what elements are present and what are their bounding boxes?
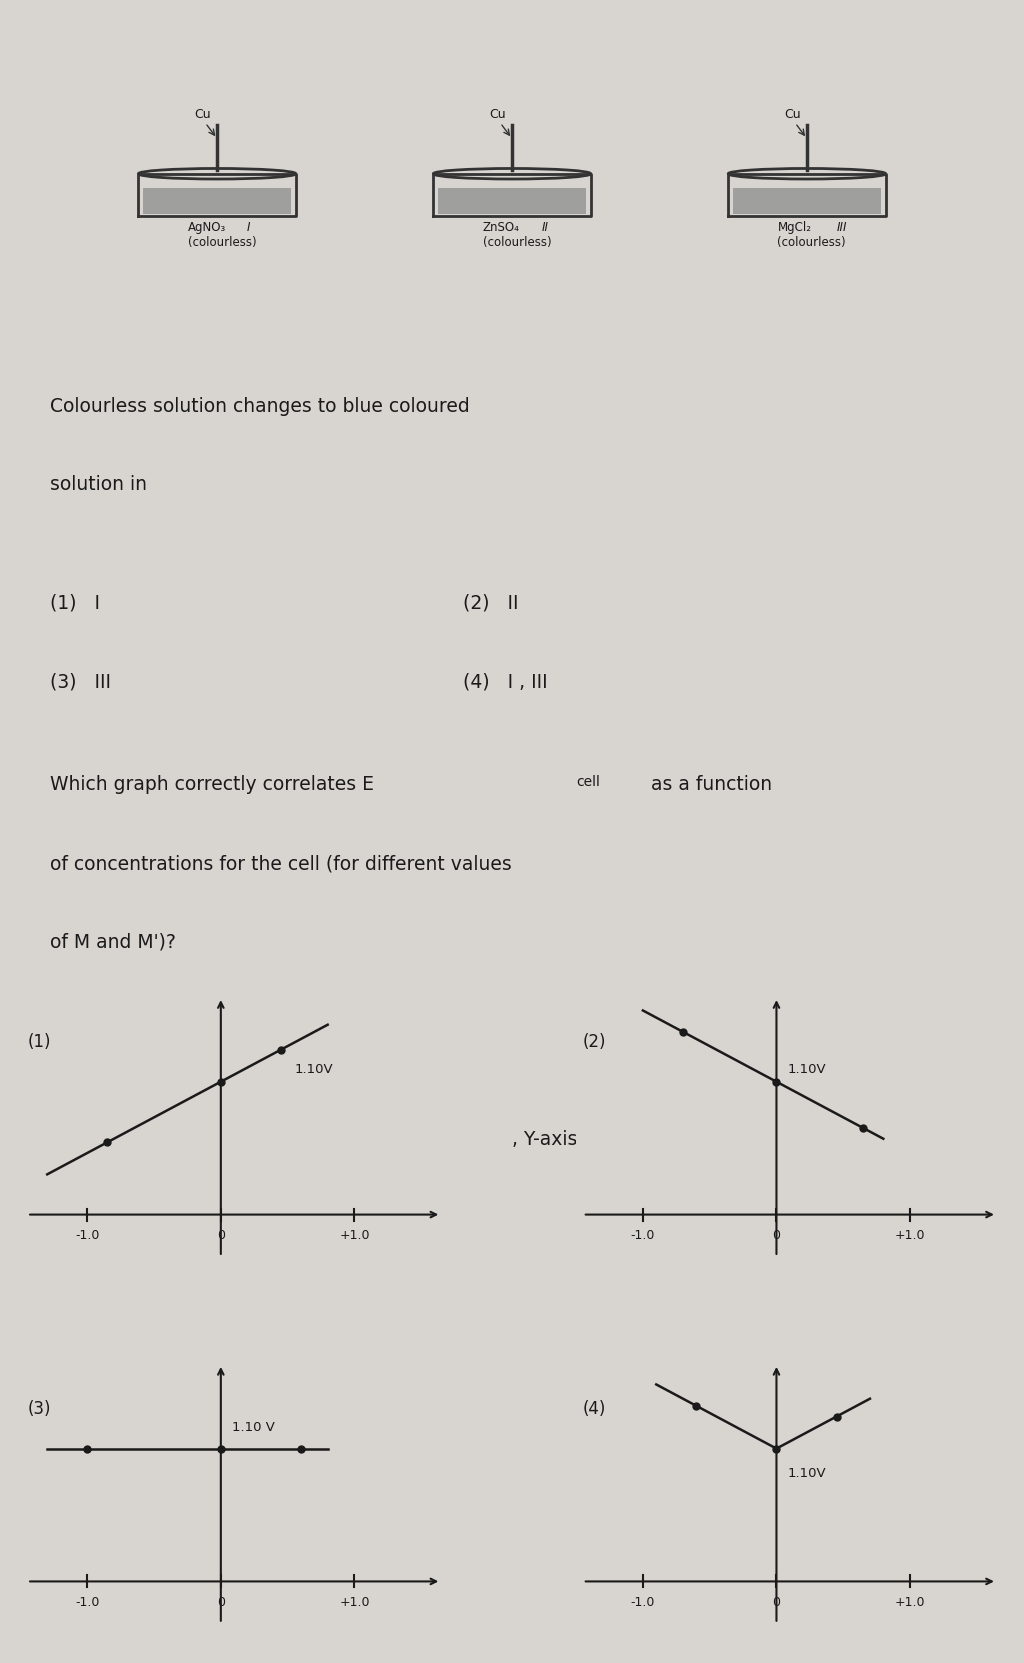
Text: 0: 0 — [217, 1229, 225, 1242]
Text: 1.10V: 1.10V — [294, 1063, 333, 1076]
Text: (1): (1) — [28, 1033, 50, 1051]
Text: -1.0: -1.0 — [631, 1596, 655, 1608]
Text: 1.10V: 1.10V — [787, 1467, 825, 1480]
Text: Cu: Cu — [488, 108, 506, 121]
Text: X-axis : log: X-axis : log — [50, 1131, 153, 1149]
Text: ZnSO₄
(colourless): ZnSO₄ (colourless) — [482, 221, 551, 249]
Text: -1.0: -1.0 — [75, 1229, 99, 1242]
Text: of concentrations for the cell (for different values: of concentrations for the cell (for diff… — [50, 855, 512, 873]
Text: Cu: Cu — [783, 108, 801, 121]
Text: (2): (2) — [583, 1033, 606, 1051]
Text: Cu: Cu — [194, 108, 211, 121]
Text: (2)   II: (2) II — [463, 594, 518, 612]
Text: 0: 0 — [217, 1596, 225, 1608]
Polygon shape — [438, 188, 586, 215]
Text: +1.0: +1.0 — [339, 1229, 370, 1242]
Text: 0: 0 — [772, 1596, 780, 1608]
Text: Which graph correctly correlates E: Which graph correctly correlates E — [50, 775, 374, 795]
Text: (1)   I: (1) I — [50, 594, 100, 612]
Text: 1.10V: 1.10V — [787, 1063, 825, 1076]
Text: 1.10 V: 1.10 V — [231, 1422, 274, 1434]
Text: [Cu²⁺]: [Cu²⁺] — [335, 1161, 398, 1179]
Text: III: III — [837, 221, 847, 234]
Text: +1.0: +1.0 — [339, 1596, 370, 1608]
Text: +1.0: +1.0 — [895, 1229, 926, 1242]
Text: II: II — [542, 221, 549, 234]
Text: , Y-axis : E: , Y-axis : E — [512, 1131, 607, 1149]
Text: cell: cell — [738, 1131, 762, 1144]
Text: MgCl₂
(colourless): MgCl₂ (colourless) — [777, 221, 846, 249]
Text: Zn(s) + Cu²⁺(M) → Zn²⁺(M')_Cu(s);  E°: Zn(s) + Cu²⁺(M) → Zn²⁺(M')_Cu(s); E° — [50, 1028, 404, 1048]
Text: -1.0: -1.0 — [75, 1596, 99, 1608]
Text: 10: 10 — [296, 1134, 311, 1147]
Polygon shape — [733, 188, 881, 215]
Text: cell: cell — [575, 775, 600, 790]
Text: (3): (3) — [28, 1400, 50, 1419]
Text: (4)   I , III: (4) I , III — [463, 672, 548, 692]
Text: AgNO₃
(colourless): AgNO₃ (colourless) — [187, 221, 256, 249]
Text: [Zn²⁺]: [Zn²⁺] — [335, 1131, 398, 1149]
Text: = 1.10V: = 1.10V — [748, 1028, 830, 1046]
Text: cell: cell — [687, 1028, 711, 1041]
Text: +1.0: +1.0 — [895, 1596, 926, 1608]
Text: -1.0: -1.0 — [631, 1229, 655, 1242]
Text: (3)   III: (3) III — [50, 672, 111, 692]
Text: solution in: solution in — [50, 476, 147, 494]
Text: of M and M')?: of M and M')? — [50, 933, 176, 951]
Polygon shape — [143, 188, 291, 215]
Text: 0: 0 — [772, 1229, 780, 1242]
Text: (4): (4) — [583, 1400, 606, 1419]
Text: as a function: as a function — [645, 775, 772, 795]
Text: I: I — [247, 221, 250, 234]
Text: Colourless solution changes to blue coloured: Colourless solution changes to blue colo… — [50, 396, 470, 416]
